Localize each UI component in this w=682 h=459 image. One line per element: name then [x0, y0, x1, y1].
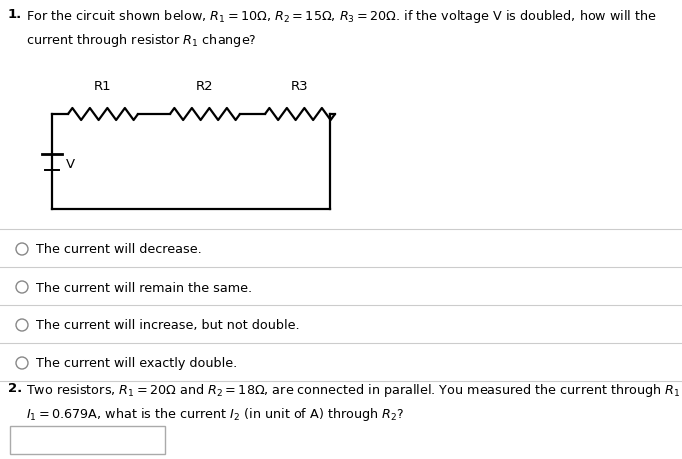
Text: 1.: 1.	[8, 8, 23, 21]
Text: The current will remain the same.: The current will remain the same.	[36, 281, 252, 294]
Text: The current will exactly double.: The current will exactly double.	[36, 357, 237, 369]
Text: Two resistors, $R_1 = 20\Omega$ and $R_2 = 18\Omega$, are connected in parallel.: Two resistors, $R_1 = 20\Omega$ and $R_2…	[26, 381, 682, 422]
Text: The current will increase, but not double.: The current will increase, but not doubl…	[36, 319, 299, 332]
Text: R2: R2	[196, 80, 214, 93]
Text: For the circuit shown below, $R_1 = 10\Omega$, $R_2 = 15\Omega$, $R_3 = 20\Omega: For the circuit shown below, $R_1 = 10\O…	[26, 8, 657, 49]
Text: 2.: 2.	[8, 381, 23, 394]
Text: R3: R3	[291, 80, 309, 93]
Text: V: V	[66, 157, 75, 171]
Text: R1: R1	[94, 80, 112, 93]
FancyBboxPatch shape	[10, 426, 165, 454]
Text: The current will decrease.: The current will decrease.	[36, 243, 202, 256]
